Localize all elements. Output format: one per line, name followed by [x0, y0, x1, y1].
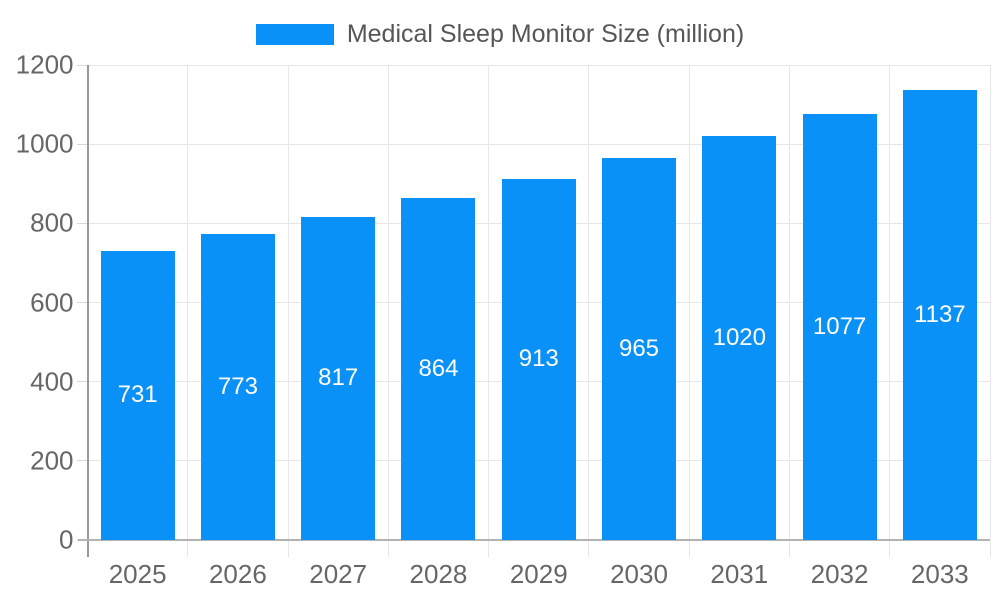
horizontal-gridline: [87, 143, 990, 145]
x-axis-tick-label: 2025: [108, 559, 167, 589]
x-axis-tick-label: 2032: [810, 559, 869, 589]
x-axis-line: [77, 539, 990, 541]
x-axis-tick: [989, 541, 991, 557]
vertical-gridline: [688, 65, 690, 540]
vertical-gridline: [788, 65, 790, 540]
bar-2030[interactable]: [602, 158, 677, 540]
vertical-gridline: [989, 65, 991, 540]
vertical-gridline: [387, 65, 389, 540]
x-axis-tick-label: 2027: [309, 559, 368, 589]
y-axis-tick-label: 1000: [15, 128, 74, 159]
x-axis-tick-label: 2031: [710, 559, 769, 589]
bar-2029[interactable]: [501, 178, 576, 540]
bar-2026[interactable]: [200, 234, 275, 540]
vertical-gridline: [488, 65, 490, 540]
x-axis-tick-label: 2033: [910, 559, 969, 589]
y-axis-tick: [76, 222, 88, 224]
y-axis-tick-label: 400: [30, 366, 74, 397]
x-axis-tick-label: 2028: [409, 559, 468, 589]
x-axis-tick: [588, 541, 590, 557]
legend[interactable]: Medical Sleep Monitor Size (million): [0, 20, 1000, 49]
y-axis-tick-label: 600: [30, 287, 74, 317]
vertical-gridline: [889, 65, 891, 540]
bar-2031[interactable]: [702, 136, 777, 540]
x-axis-tick: [488, 541, 490, 557]
legend-swatch: [255, 24, 334, 45]
y-axis-line: [86, 65, 89, 557]
x-axis-tick-label: 2029: [509, 559, 568, 589]
x-axis-tick-label: 2026: [208, 559, 267, 589]
x-axis-tick: [287, 541, 289, 557]
x-axis-tick-label: 2030: [610, 559, 668, 589]
bar-2027[interactable]: [301, 216, 376, 540]
y-axis-tick-label: 800: [30, 207, 74, 238]
y-axis-tick-label: 0: [59, 524, 74, 555]
vertical-gridline: [287, 65, 289, 540]
y-axis-tick: [76, 64, 88, 66]
bar-2033[interactable]: [902, 89, 977, 540]
vertical-gridline: [588, 65, 590, 540]
y-axis-tick-label: 200: [30, 445, 74, 476]
y-axis-tick: [76, 381, 88, 383]
y-axis-tick-label: 1200: [15, 49, 74, 80]
x-axis-tick: [889, 541, 891, 557]
y-axis-tick: [76, 460, 88, 462]
vertical-gridline: [187, 65, 189, 540]
x-axis-tick: [688, 541, 690, 557]
x-axis-tick: [788, 541, 790, 557]
bar-2032[interactable]: [802, 113, 877, 540]
x-axis-tick: [387, 541, 389, 557]
bar-2028[interactable]: [401, 198, 476, 540]
y-axis-tick: [76, 302, 88, 303]
x-axis-tick: [187, 541, 189, 557]
y-axis-tick: [76, 143, 88, 145]
horizontal-gridline: [87, 64, 990, 66]
legend-label: Medical Sleep Monitor Size (million): [346, 20, 745, 48]
bar-2025[interactable]: [100, 250, 175, 540]
